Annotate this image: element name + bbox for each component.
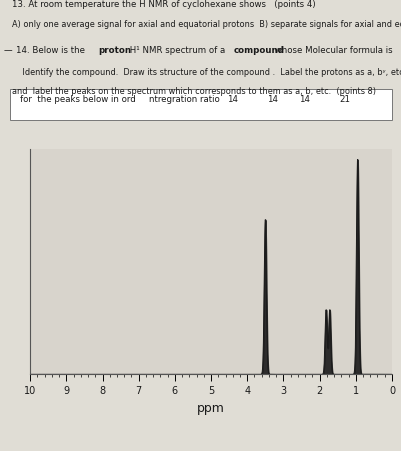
Text: whose Molecular formula is: whose Molecular formula is bbox=[271, 46, 394, 55]
Text: 21: 21 bbox=[339, 95, 350, 104]
Text: for  the peaks below in ord: for the peaks below in ord bbox=[20, 95, 136, 104]
Text: 14. Below is the: 14. Below is the bbox=[16, 46, 87, 55]
Text: compound: compound bbox=[233, 46, 283, 55]
Text: Identify the compound.  Draw its structure of the compound .  Label the protons : Identify the compound. Draw its structur… bbox=[12, 68, 401, 77]
Text: ntregration ratio: ntregration ratio bbox=[148, 95, 219, 104]
Text: —: — bbox=[4, 46, 12, 55]
Text: 14: 14 bbox=[299, 95, 310, 104]
Text: proton: proton bbox=[98, 46, 131, 55]
Text: A) only one average signal for axial and equatorial protons  B) separate signals: A) only one average signal for axial and… bbox=[12, 20, 401, 29]
Text: 14: 14 bbox=[267, 95, 277, 104]
Text: 14: 14 bbox=[227, 95, 237, 104]
Text: and  label the peaks on the spectrum which corresponds to them as a, b, etc.  (p: and label the peaks on the spectrum whic… bbox=[12, 87, 375, 96]
FancyBboxPatch shape bbox=[10, 88, 391, 120]
Text: 13. At room temperature the H NMR of cyclohexane shows   (points 4): 13. At room temperature the H NMR of cyc… bbox=[12, 0, 315, 9]
Text: H¹ NMR spectrum of a: H¹ NMR spectrum of a bbox=[127, 46, 227, 55]
X-axis label: ppm: ppm bbox=[196, 402, 225, 414]
